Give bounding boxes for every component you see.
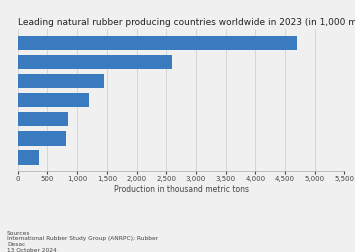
Text: Sources
International Rubber Study Group (ANRPC); Rubber
Desac
13 October 2024: Sources International Rubber Study Group… <box>7 230 158 252</box>
Bar <box>18 56 172 70</box>
Bar <box>18 75 104 89</box>
Bar <box>18 94 89 108</box>
X-axis label: Production in thousand metric tons: Production in thousand metric tons <box>114 184 248 193</box>
Text: Leading natural rubber producing countries worldwide in 2023 (in 1,000 metric to: Leading natural rubber producing countri… <box>18 18 355 27</box>
Bar <box>18 113 68 127</box>
Bar <box>18 132 66 146</box>
Bar <box>18 37 297 51</box>
Bar <box>18 151 39 165</box>
